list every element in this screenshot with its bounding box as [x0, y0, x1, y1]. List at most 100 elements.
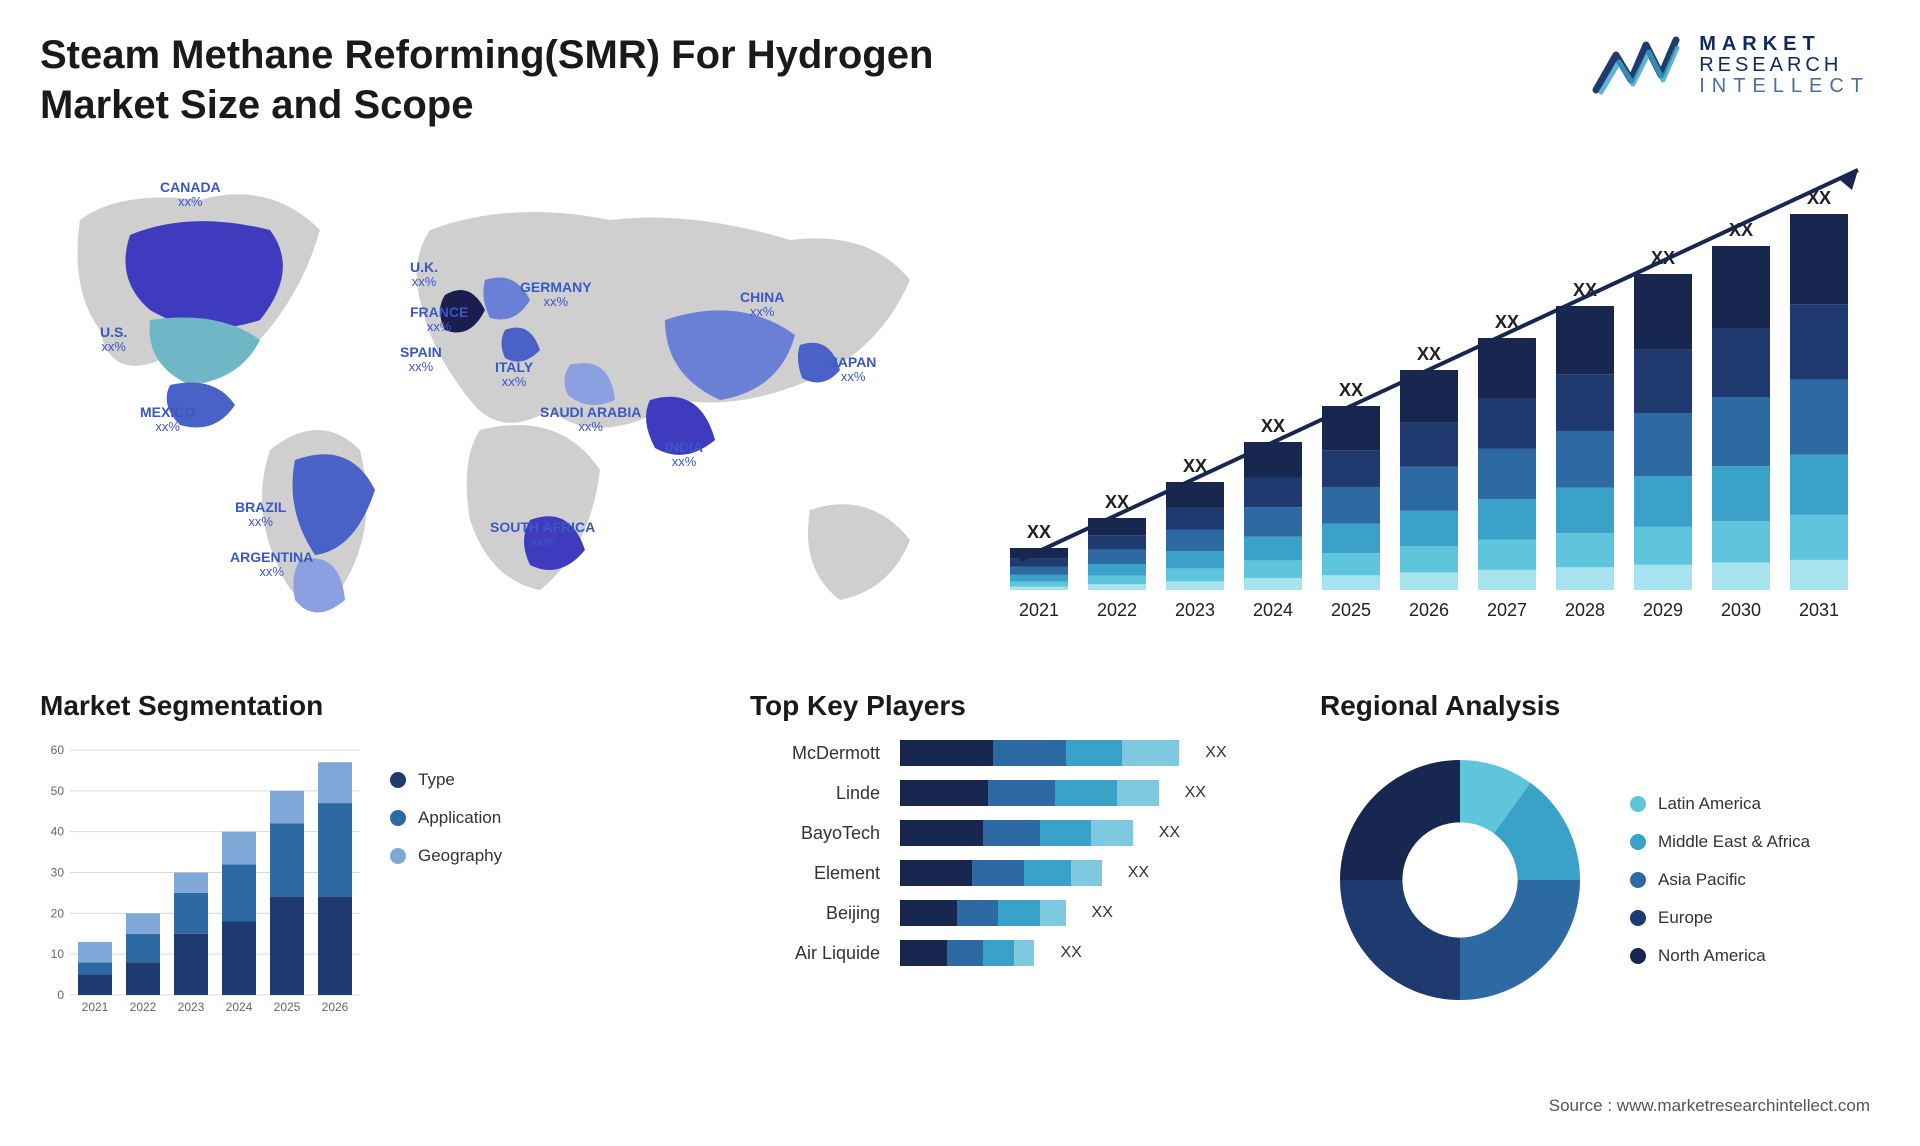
main-bar-segment	[1088, 584, 1146, 590]
source-attribution: Source : www.marketresearchintellect.com	[1549, 1096, 1870, 1116]
main-bar-segment	[1790, 304, 1848, 379]
main-bar-year: 2022	[1097, 600, 1137, 620]
main-bar-segment	[1790, 560, 1848, 590]
main-bar-segment	[1634, 274, 1692, 350]
seg-bar-segment	[318, 762, 352, 803]
player-value: XX	[1159, 824, 1180, 842]
player-bar-segment	[1024, 860, 1071, 886]
player-row: McDermott XX	[750, 740, 1270, 766]
main-bar-segment	[1712, 466, 1770, 521]
seg-bar-segment	[174, 893, 208, 934]
main-bar-segment	[1322, 553, 1380, 575]
seg-bar-segment	[318, 897, 352, 995]
seg-bar-segment	[222, 832, 256, 865]
main-bar-segment	[1478, 449, 1536, 499]
map-label: U.S.xx%	[100, 325, 127, 355]
world-map-icon	[40, 150, 940, 650]
player-bar-segment	[1014, 940, 1035, 966]
players-block: Top Key Players McDermottXXLindeXXBayoTe…	[750, 690, 1270, 980]
main-bar-segment	[1322, 524, 1380, 553]
player-bar	[900, 940, 1034, 966]
legend-dot-icon	[390, 772, 406, 788]
seg-bar-segment	[126, 913, 160, 933]
player-bar-segment	[1122, 740, 1179, 766]
donut-slice	[1340, 880, 1460, 1000]
player-bar-segment	[900, 900, 957, 926]
player-bar-segment	[1040, 900, 1066, 926]
regional-legend: Latin AmericaMiddle East & AfricaAsia Pa…	[1630, 794, 1810, 966]
main-bar-segment	[1790, 515, 1848, 560]
main-bar-segment	[1322, 450, 1380, 487]
main-bar-year: 2025	[1331, 600, 1371, 620]
legend-dot-icon	[1630, 948, 1646, 964]
main-bar-segment	[1556, 374, 1614, 431]
player-name: McDermott	[750, 743, 880, 764]
main-bar-year: 2026	[1409, 600, 1449, 620]
seg-legend-label: Application	[418, 808, 501, 828]
seg-bar-segment	[78, 975, 112, 995]
seg-legend-item: Type	[390, 770, 502, 790]
main-bar-segment	[1244, 507, 1302, 537]
player-bar-segment	[988, 780, 1055, 806]
map-label: ITALYxx%	[495, 360, 533, 390]
main-bar-segment	[1322, 487, 1380, 524]
main-bar-segment	[1712, 562, 1770, 590]
main-bar-value: XX	[1027, 522, 1051, 542]
legend-dot-icon	[1630, 796, 1646, 812]
main-bar-segment	[1634, 476, 1692, 527]
main-bar-segment	[1790, 455, 1848, 515]
main-bar-segment	[1010, 566, 1068, 574]
player-value: XX	[1205, 744, 1226, 762]
segmentation-title: Market Segmentation	[40, 690, 600, 722]
map-label: ARGENTINAxx%	[230, 550, 313, 580]
player-bar-segment	[972, 860, 1024, 886]
main-bar-segment	[1244, 537, 1302, 561]
player-bar-segment	[1071, 860, 1102, 886]
player-bar-segment	[900, 780, 988, 806]
main-bar-segment	[1010, 575, 1068, 582]
logo-line3: INTELLECT	[1699, 76, 1870, 97]
player-bar-segment	[1117, 780, 1158, 806]
map-label: U.K.xx%	[410, 260, 438, 290]
seg-x-tick: 2025	[274, 1000, 301, 1014]
player-row: BayoTechXX	[750, 820, 1270, 846]
legend-dot-icon	[390, 810, 406, 826]
map-label: SAUDI ARABIAxx%	[540, 405, 641, 435]
player-value: XX	[1060, 944, 1081, 962]
segmentation-chart: 0102030405060202120222023202420252026	[40, 740, 360, 1020]
main-bar-segment	[1088, 576, 1146, 585]
main-bar-segment	[1400, 423, 1458, 467]
regional-block: Regional Analysis Latin AmericaMiddle Ea…	[1320, 690, 1880, 1020]
player-bar-segment	[983, 940, 1014, 966]
main-bar-segment	[1010, 587, 1068, 590]
player-bar-segment	[900, 820, 983, 846]
main-growth-chart: XX2021XX2022XX2023XX2024XX2025XX2026XX20…	[990, 150, 1870, 630]
player-name: Element	[750, 863, 880, 884]
map-label: JAPANxx%	[830, 355, 876, 385]
player-bar-segment	[993, 740, 1065, 766]
seg-y-tick: 0	[57, 988, 64, 1002]
seg-y-tick: 50	[51, 784, 65, 798]
logo-text: MARKET RESEARCH INTELLECT	[1699, 34, 1870, 97]
legend-dot-icon	[1630, 872, 1646, 888]
main-bar-year: 2028	[1565, 600, 1605, 620]
world-map-region: CANADAxx%U.S.xx%MEXICOxx%BRAZILxx%ARGENT…	[40, 150, 940, 650]
seg-legend-item: Application	[390, 808, 502, 828]
main-bar-segment	[1634, 413, 1692, 476]
regional-title: Regional Analysis	[1320, 690, 1880, 722]
main-bar-segment	[1400, 511, 1458, 546]
main-bar-year: 2031	[1799, 600, 1839, 620]
main-bar-segment	[1166, 551, 1224, 568]
player-row: BeijingXX	[750, 900, 1270, 926]
seg-y-tick: 60	[51, 743, 65, 757]
map-label: CHINAxx%	[740, 290, 784, 320]
region-legend-item: Middle East & Africa	[1630, 832, 1810, 852]
main-bar-year: 2029	[1643, 600, 1683, 620]
region-legend-item: Europe	[1630, 908, 1810, 928]
seg-bar-segment	[270, 791, 304, 824]
main-bar-segment	[1010, 582, 1068, 587]
donut-slice	[1460, 880, 1580, 1000]
main-bar-segment	[1634, 565, 1692, 590]
main-bar-year: 2021	[1019, 600, 1059, 620]
seg-bar-segment	[78, 942, 112, 962]
